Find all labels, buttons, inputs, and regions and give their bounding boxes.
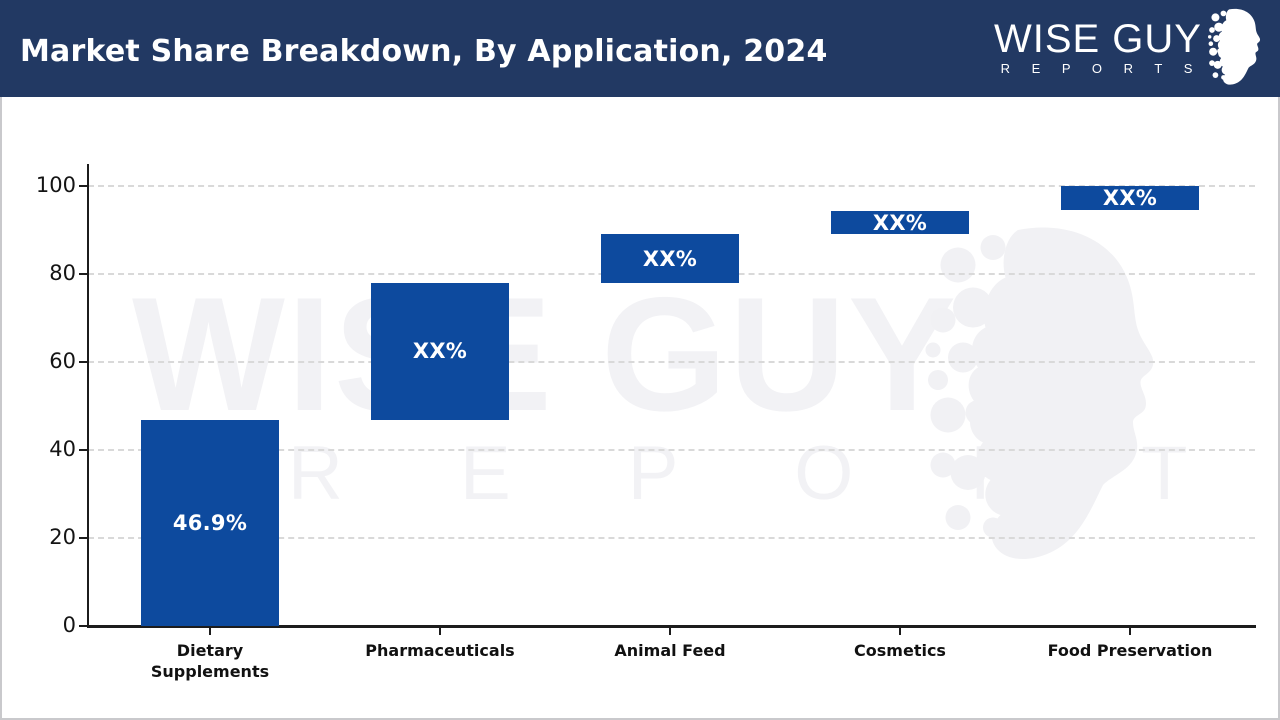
y-tick-label-100: 100 bbox=[35, 173, 76, 197]
x-tick-label-pharmaceuticals: Pharmaceuticals bbox=[365, 641, 515, 660]
brand-subtitle: R E P O R T S bbox=[1000, 60, 1202, 76]
bar-value-label-animal-feed: XX% bbox=[642, 246, 698, 271]
brand-name: WISE GUY bbox=[993, 16, 1202, 61]
x-tick-label-food-preservation: Food Preservation bbox=[1047, 641, 1213, 660]
bar-value-label-cosmetics: XX% bbox=[872, 210, 928, 235]
bar-food-preservation: XX% bbox=[1061, 186, 1199, 210]
gridline-100 bbox=[88, 185, 1255, 187]
x-tick-label-cosmetics: Cosmetics bbox=[854, 641, 946, 660]
gridline-20 bbox=[88, 537, 1255, 539]
y-axis-line bbox=[87, 164, 89, 628]
watermark-brand-text: WISE GUY bbox=[132, 264, 959, 445]
y-tick-label-20: 20 bbox=[49, 525, 76, 549]
bar-value-label-pharmaceuticals: XX% bbox=[412, 339, 468, 364]
bar-dietary-supplements: 46.9% bbox=[141, 419, 279, 626]
bar-animal-feed: XX% bbox=[601, 234, 739, 283]
y-tick-0 bbox=[79, 625, 87, 627]
watermark-face-icon bbox=[925, 227, 1154, 560]
brand-face-icon bbox=[1208, 8, 1261, 85]
bar-value-label-dietary-supplements: 46.9% bbox=[172, 510, 248, 535]
bar-pharmaceuticals: XX% bbox=[371, 282, 509, 420]
y-tick-label-60: 60 bbox=[49, 349, 76, 373]
y-tick-label-40: 40 bbox=[49, 437, 76, 461]
gridline-40 bbox=[88, 449, 1255, 451]
brand-logo: WISE GUY R E P O R T S bbox=[994, 6, 1266, 86]
y-tick-80 bbox=[79, 273, 87, 275]
y-tick-20 bbox=[79, 537, 87, 539]
x-tick-label-dietary-supplements: Dietary Supplements bbox=[150, 641, 270, 681]
y-tick-label-80: 80 bbox=[49, 261, 76, 285]
x-tick-label-animal-feed: Animal Feed bbox=[614, 641, 726, 660]
brand-logo-text: WISE GUY R E P O R T S bbox=[994, 17, 1202, 76]
x-tick-food-preservation bbox=[1129, 627, 1131, 635]
page-title: Market Share Breakdown, By Application, … bbox=[20, 34, 828, 69]
y-tick-40 bbox=[79, 449, 87, 451]
header-bar: Market Share Breakdown, By Application, … bbox=[0, 0, 1280, 97]
x-axis-line bbox=[87, 625, 1256, 628]
x-tick-pharmaceuticals bbox=[439, 627, 441, 635]
bar-cosmetics: XX% bbox=[831, 210, 969, 235]
bar-value-label-food-preservation: XX% bbox=[1102, 185, 1158, 210]
y-tick-label-0: 0 bbox=[62, 613, 76, 637]
y-tick-100 bbox=[79, 185, 87, 187]
x-tick-dietary-supplements bbox=[209, 627, 211, 635]
x-tick-cosmetics bbox=[899, 627, 901, 635]
x-tick-animal-feed bbox=[669, 627, 671, 635]
gridline-60 bbox=[88, 361, 1255, 363]
y-tick-60 bbox=[79, 361, 87, 363]
